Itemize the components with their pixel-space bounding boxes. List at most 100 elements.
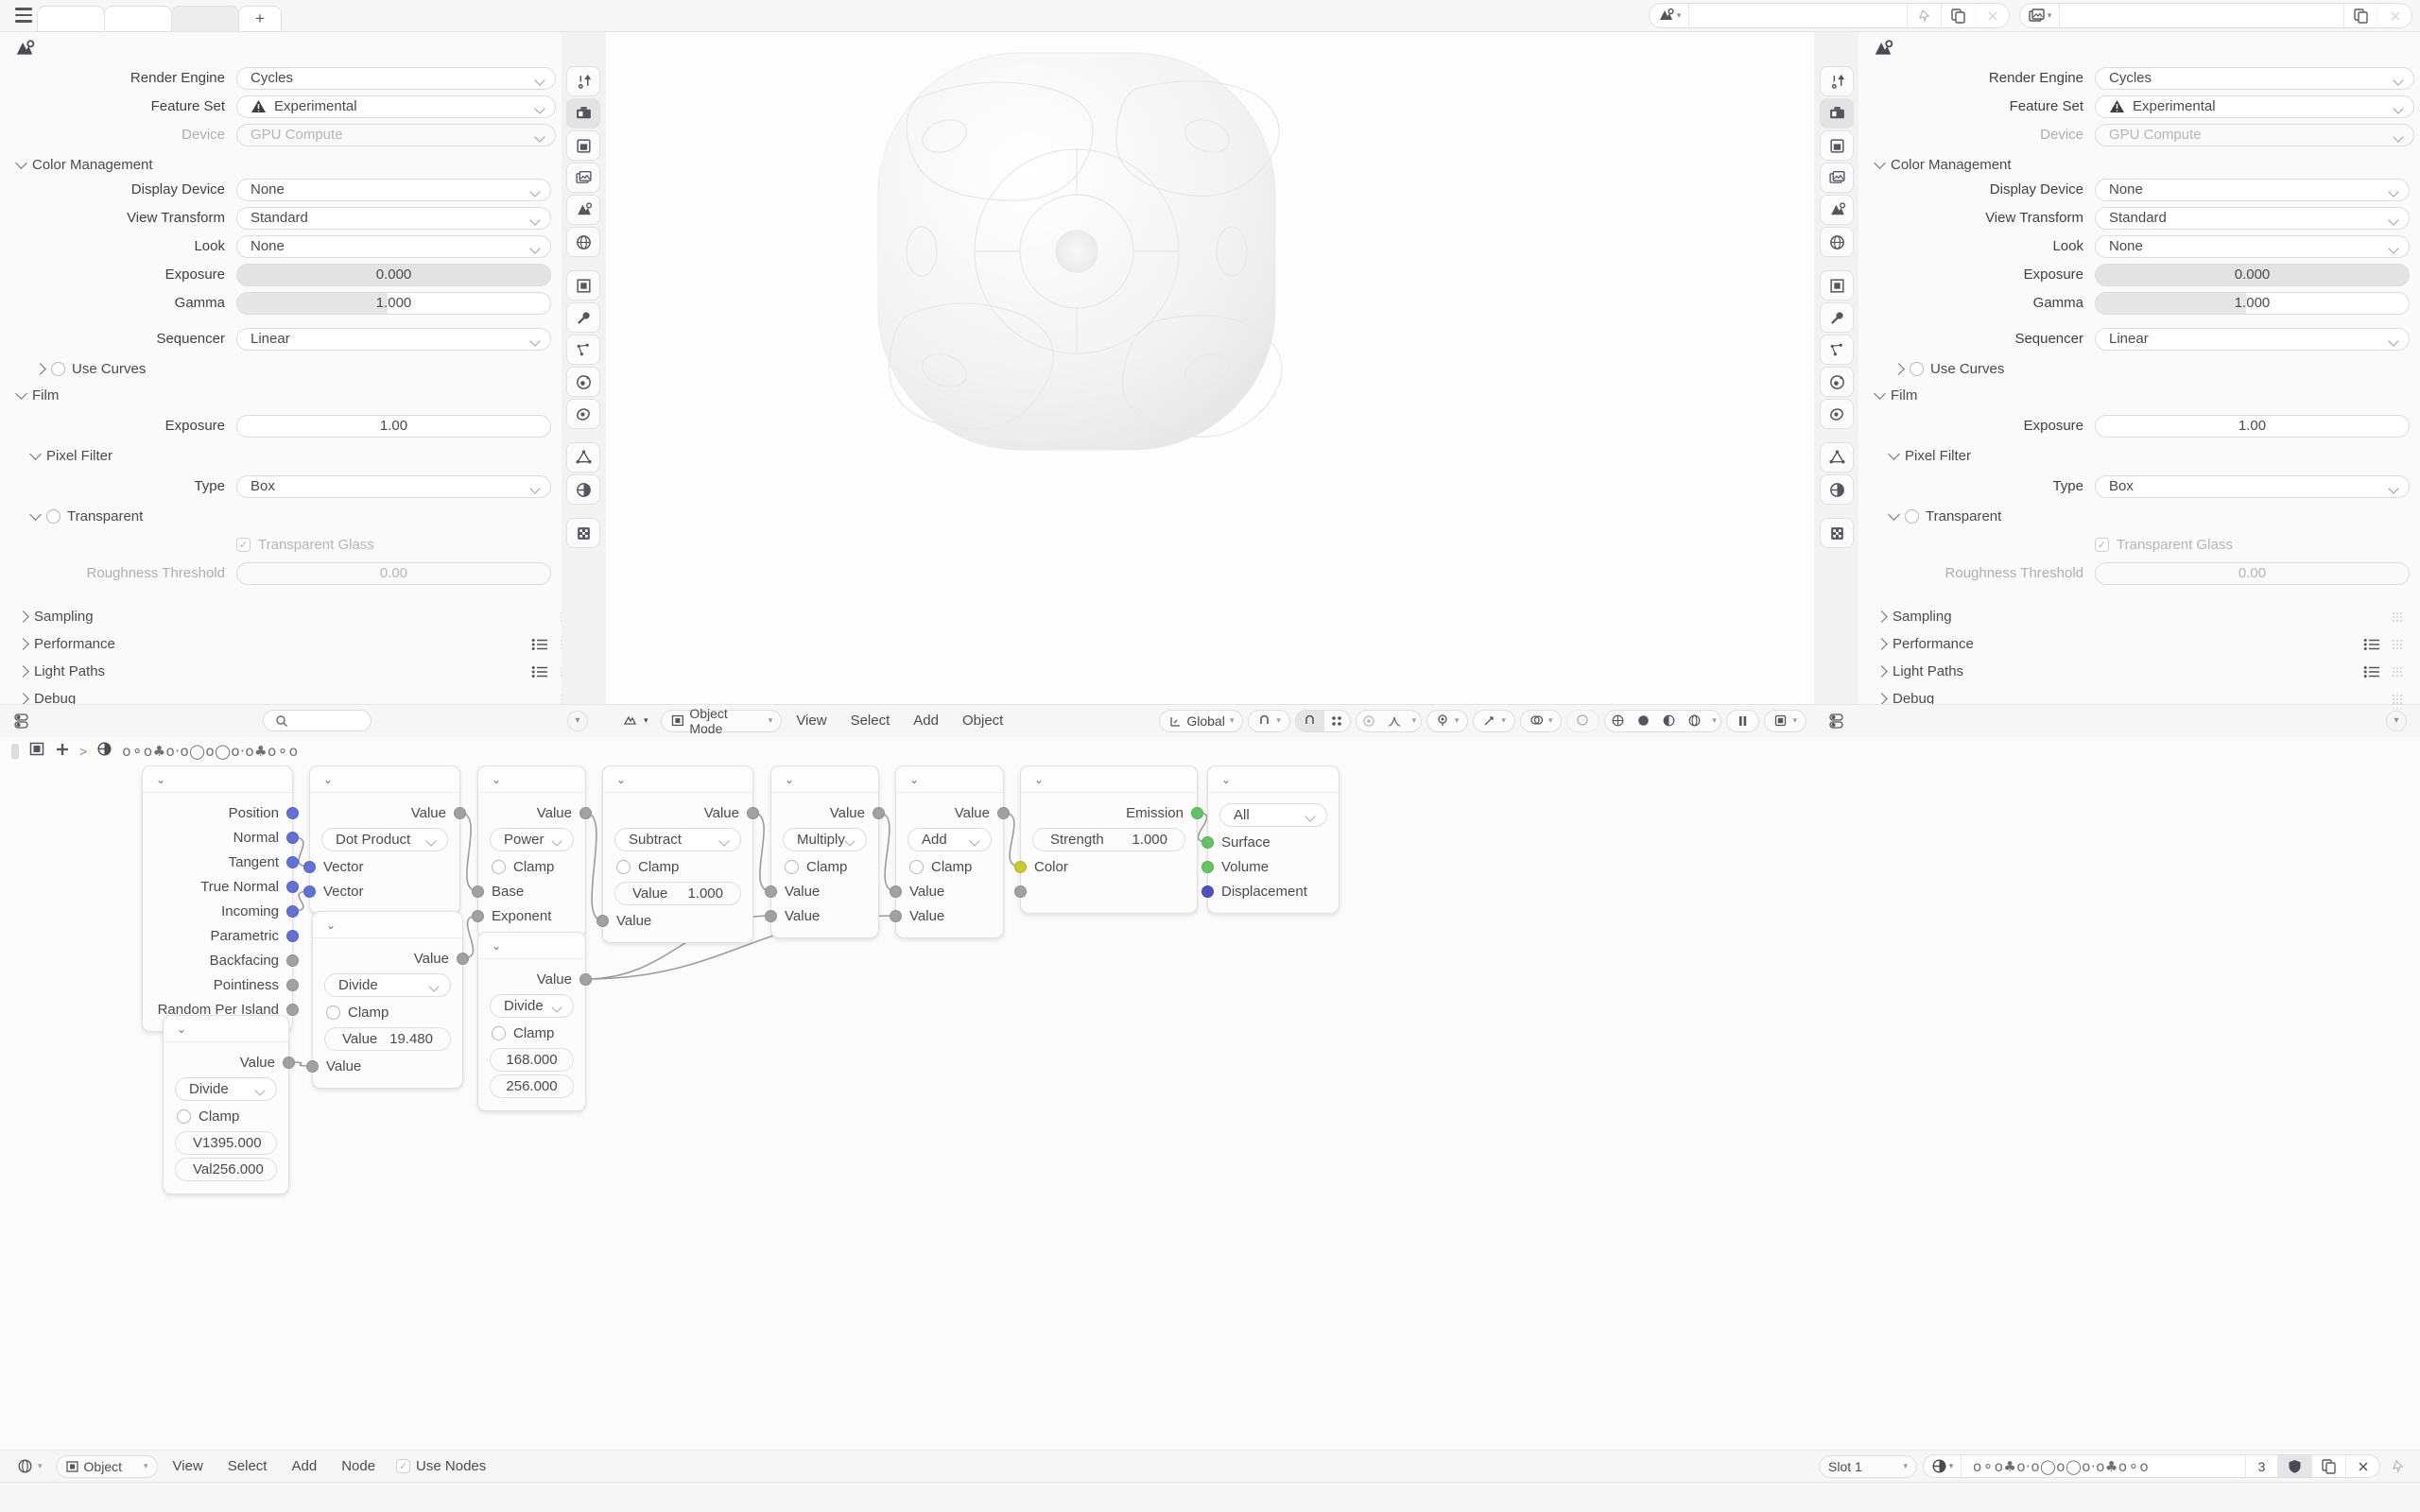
look-dropdown[interactable]: None bbox=[2095, 234, 2410, 258]
user-count[interactable]: 3 bbox=[2245, 1455, 2277, 1477]
socket-output[interactable] bbox=[286, 806, 299, 819]
node-clamp-toggle[interactable]: Clamp bbox=[478, 1021, 585, 1045]
duplicate-icon[interactable] bbox=[1941, 4, 1975, 27]
properties-tab-output[interactable] bbox=[566, 130, 600, 161]
visibility-selector[interactable]: ▾ bbox=[1426, 709, 1469, 732]
node-menu-view[interactable]: View bbox=[172, 1458, 203, 1474]
socket-input[interactable] bbox=[472, 885, 484, 898]
use-nodes-toggle[interactable]: ✓ Use Nodes bbox=[396, 1458, 486, 1474]
socket-input[interactable] bbox=[890, 885, 902, 898]
section-transparent[interactable]: Transparent bbox=[0, 503, 588, 529]
node-header[interactable]: ⌄ bbox=[143, 766, 292, 793]
properties-tab-texture[interactable] bbox=[1820, 518, 1854, 548]
falloff-curve-icon[interactable] bbox=[1382, 711, 1408, 731]
display-mode-icon[interactable] bbox=[11, 711, 36, 731]
section-film[interactable]: Film bbox=[0, 382, 588, 408]
workspace-tab-3[interactable] bbox=[171, 6, 239, 31]
material-name-field[interactable]: o⚬o♣o·o◯o◯o·o♣o⚬o bbox=[1973, 1457, 2150, 1475]
device-dropdown[interactable]: GPU Compute bbox=[2095, 123, 2414, 146]
duplicate-icon[interactable] bbox=[2343, 4, 2377, 27]
shader-node-editor[interactable]: > o⚬o♣o·o◯o◯o·o♣o⚬o ⌄ Position Normal Tange… bbox=[0, 737, 2420, 1482]
socket-output[interactable] bbox=[286, 1003, 299, 1016]
pin-icon[interactable] bbox=[1907, 4, 1941, 27]
properties-tab-world[interactable] bbox=[1820, 227, 1854, 257]
view-layer-icon[interactable]: ▾ bbox=[2020, 4, 2060, 27]
clamp-checkbox[interactable] bbox=[177, 1108, 191, 1124]
node-value-field[interactable]: 256.000 bbox=[490, 1074, 574, 1098]
socket-output[interactable] bbox=[286, 831, 299, 844]
socket-output[interactable] bbox=[286, 978, 299, 991]
node-operation-select[interactable]: Divide bbox=[324, 973, 451, 997]
properties-tab-view-layer[interactable] bbox=[566, 163, 600, 193]
properties-tab-render[interactable] bbox=[566, 98, 600, 129]
socket-input[interactable] bbox=[1201, 860, 1214, 873]
socket-output[interactable] bbox=[579, 972, 592, 986]
node-header[interactable]: ⌄ bbox=[1208, 766, 1339, 793]
properties-tab-data[interactable] bbox=[1820, 442, 1854, 472]
render-engine-dropdown[interactable]: Cycles bbox=[236, 66, 556, 90]
node-clamp-toggle[interactable]: Clamp bbox=[896, 854, 1003, 879]
socket-output[interactable] bbox=[283, 1056, 295, 1069]
transparent-glass-toggle[interactable]: ✓ Transparent Glass bbox=[2095, 537, 2233, 553]
node-header[interactable]: ⌄ bbox=[771, 766, 878, 793]
shader-editor-icon[interactable]: ▾ bbox=[9, 1455, 50, 1478]
section-film[interactable]: Film bbox=[1858, 382, 2420, 408]
socket-input[interactable] bbox=[1014, 885, 1027, 898]
editor-handle[interactable] bbox=[11, 744, 19, 759]
section-color-management[interactable]: Color Management bbox=[0, 151, 588, 178]
material-slot-selector[interactable]: Slot 1 ▾ bbox=[1819, 1454, 1917, 1478]
view-transform-dropdown[interactable]: Standard bbox=[236, 206, 551, 230]
display-device-dropdown[interactable]: None bbox=[236, 178, 551, 201]
sequencer-dropdown[interactable]: Linear bbox=[236, 327, 551, 351]
pin-icon[interactable] bbox=[2386, 1456, 2411, 1477]
node-math-divide-a[interactable]: ⌄ Value Divide Clamp Value 19.480 Value bbox=[306, 911, 469, 1089]
properties-tab-physics[interactable] bbox=[566, 367, 600, 397]
film-exposure-field[interactable]: 1.00 bbox=[2095, 414, 2410, 438]
properties-tab-constraints[interactable] bbox=[1820, 399, 1854, 429]
proportional-edit-group[interactable]: ▾ bbox=[1355, 709, 1422, 732]
properties-tab-scene[interactable] bbox=[1820, 195, 1854, 225]
material-sphere-icon[interactable] bbox=[96, 741, 112, 762]
display-device-dropdown[interactable]: None bbox=[2095, 178, 2410, 201]
section-sampling[interactable]: Sampling bbox=[1858, 603, 2420, 630]
shading-wireframe-icon[interactable] bbox=[1605, 711, 1631, 731]
clamp-checkbox[interactable] bbox=[909, 859, 924, 874]
shading-mode-group[interactable]: ▾ bbox=[1604, 709, 1722, 732]
socket-output[interactable] bbox=[454, 806, 466, 819]
pause-icon[interactable] bbox=[1726, 709, 1760, 732]
gamma-slider[interactable]: 1.000 bbox=[2095, 291, 2410, 315]
socket-input[interactable] bbox=[303, 885, 316, 898]
properties-tab-output[interactable] bbox=[1820, 130, 1854, 161]
device-dropdown[interactable]: GPU Compute bbox=[236, 123, 556, 146]
node-canvas[interactable]: ⌄ Position Normal Tangent True Normal Incomin… bbox=[0, 765, 2420, 1450]
socket-output[interactable] bbox=[286, 880, 299, 893]
search-input[interactable] bbox=[263, 710, 372, 731]
properties-tab-object[interactable] bbox=[1820, 270, 1854, 301]
properties-tab-tool[interactable] bbox=[1820, 66, 1854, 96]
clamp-checkbox[interactable] bbox=[492, 1025, 506, 1040]
node-value-field[interactable]: Strength 1.000 bbox=[1032, 828, 1185, 851]
node-operation-select[interactable]: Dot Product bbox=[321, 828, 448, 851]
menu-add[interactable]: Add bbox=[913, 713, 939, 729]
material-sphere-icon[interactable]: ▾ bbox=[1924, 1455, 1962, 1477]
section-performance[interactable]: Performance bbox=[1858, 630, 2420, 658]
look-dropdown[interactable]: None bbox=[236, 234, 551, 258]
scene-icon[interactable]: ▾ bbox=[1650, 4, 1689, 27]
clamp-checkbox[interactable] bbox=[785, 859, 799, 874]
roughness-threshold-field[interactable]: 0.00 bbox=[236, 561, 551, 585]
shading-material-preview-icon[interactable] bbox=[1656, 711, 1682, 731]
snap-toggle[interactable]: ▾ bbox=[1248, 709, 1290, 732]
magnet-icon[interactable] bbox=[1295, 710, 1324, 731]
socket-output[interactable] bbox=[873, 806, 885, 819]
gizmo-toggle[interactable]: ▾ bbox=[1473, 709, 1515, 732]
node-header[interactable]: ⌄ bbox=[1021, 766, 1197, 793]
shader-type-selector[interactable]: Object ▾ bbox=[55, 1454, 158, 1478]
node-operation-select[interactable]: Divide bbox=[490, 994, 574, 1018]
node-value-field[interactable]: V 1395.000 bbox=[175, 1131, 277, 1155]
node-value-field[interactable]: Value 19.480 bbox=[324, 1027, 451, 1051]
socket-input[interactable] bbox=[765, 885, 777, 898]
shader-editor-icon[interactable] bbox=[28, 741, 45, 762]
socket-output[interactable] bbox=[286, 855, 299, 868]
socket-output[interactable] bbox=[286, 929, 299, 942]
node-math-power[interactable]: ⌄ Value Power Clamp Base Exponent bbox=[472, 765, 592, 938]
